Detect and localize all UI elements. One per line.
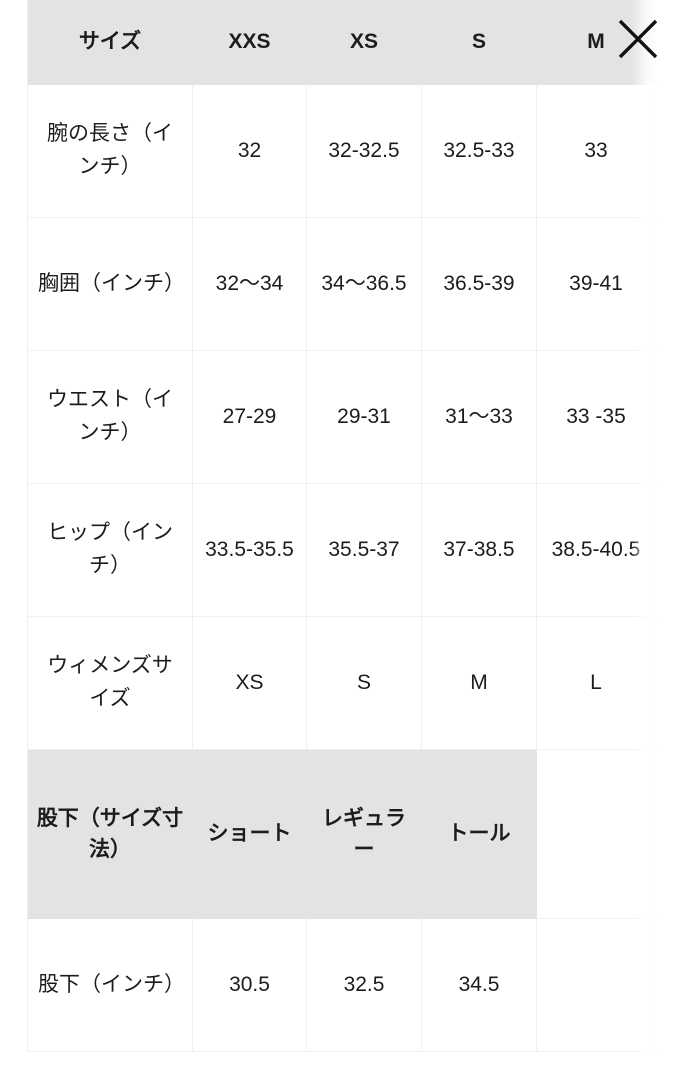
cell-waist-xs: 29-31	[306, 350, 422, 484]
row-label-chest: 胸囲（インチ）	[27, 217, 193, 351]
cell-arm-length-xxs: 32	[192, 84, 307, 218]
header-cell-fit-blank	[536, 749, 656, 919]
cell-hip-m: 38.5-40.5	[536, 483, 656, 617]
cell-womens-size-m: L	[536, 616, 656, 750]
cell-hip-overflow	[655, 483, 661, 617]
cell-waist-m: 33 -35	[536, 350, 656, 484]
cell-chest-s: 36.5-39	[421, 217, 537, 351]
size-table-scroll-container[interactable]: サイズ XXS XS S M 腕の長さ（インチ） 32 32-32.5 32.5…	[27, 0, 661, 1080]
close-icon	[615, 16, 661, 62]
header-cell-fit-overflow	[655, 749, 661, 919]
row-label-inseam: 股下（インチ）	[27, 918, 193, 1052]
cell-womens-size-xxs: XS	[192, 616, 307, 750]
cell-hip-s: 37-38.5	[421, 483, 537, 617]
header-cell-fit-regular: レギュラー	[306, 749, 422, 919]
table-row: ヒップ（インチ） 33.5-35.5 35.5-37 37-38.5 38.5-…	[27, 483, 661, 617]
cell-waist-s: 31〜33	[421, 350, 537, 484]
cell-womens-size-overflow	[655, 616, 661, 750]
cell-inseam-regular: 32.5	[306, 918, 422, 1052]
table-secondary-header-row: 股下（サイズ寸法） ショート レギュラー トール	[27, 749, 661, 919]
cell-inseam-tall: 34.5	[421, 918, 537, 1052]
header-cell-xxs: XXS	[192, 0, 307, 85]
row-label-arm-length: 腕の長さ（インチ）	[27, 84, 193, 218]
size-chart-table: サイズ XXS XS S M 腕の長さ（インチ） 32 32-32.5 32.5…	[27, 0, 661, 1052]
cell-chest-xs: 34〜36.5	[306, 217, 422, 351]
table-row: 股下（インチ） 30.5 32.5 34.5	[27, 918, 661, 1052]
header-cell-size-label: サイズ	[27, 0, 193, 85]
header-cell-inseam-label: 股下（サイズ寸法）	[27, 749, 193, 919]
header-cell-fit-short: ショート	[192, 749, 307, 919]
table-row: 胸囲（インチ） 32〜34 34〜36.5 36.5-39 39-41	[27, 217, 661, 351]
row-label-hip: ヒップ（インチ）	[27, 483, 193, 617]
cell-arm-length-overflow	[655, 84, 661, 218]
row-label-womens-size: ウィメンズサイズ	[27, 616, 193, 750]
cell-womens-size-xs: S	[306, 616, 422, 750]
cell-chest-xxs: 32〜34	[192, 217, 307, 351]
header-cell-fit-tall: トール	[421, 749, 537, 919]
cell-inseam-overflow	[655, 918, 661, 1052]
table-row: ウィメンズサイズ XS S M L	[27, 616, 661, 750]
cell-inseam-blank	[536, 918, 656, 1052]
table-row: 腕の長さ（インチ） 32 32-32.5 32.5-33 33	[27, 84, 661, 218]
cell-arm-length-xs: 32-32.5	[306, 84, 422, 218]
cell-hip-xs: 35.5-37	[306, 483, 422, 617]
cell-womens-size-s: M	[421, 616, 537, 750]
cell-arm-length-m: 33	[536, 84, 656, 218]
cell-arm-length-s: 32.5-33	[421, 84, 537, 218]
cell-inseam-short: 30.5	[192, 918, 307, 1052]
table-row: ウエスト（インチ） 27-29 29-31 31〜33 33 -35	[27, 350, 661, 484]
cell-hip-xxs: 33.5-35.5	[192, 483, 307, 617]
row-label-waist: ウエスト（インチ）	[27, 350, 193, 484]
close-button[interactable]	[612, 13, 664, 65]
cell-waist-xxs: 27-29	[192, 350, 307, 484]
cell-chest-m: 39-41	[536, 217, 656, 351]
cell-chest-overflow	[655, 217, 661, 351]
header-cell-s: S	[421, 0, 537, 85]
cell-waist-overflow	[655, 350, 661, 484]
header-cell-xs: XS	[306, 0, 422, 85]
table-header-row: サイズ XXS XS S M	[27, 0, 661, 85]
